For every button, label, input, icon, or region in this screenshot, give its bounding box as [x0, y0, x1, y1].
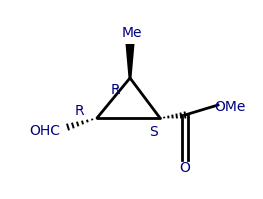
Text: S: S	[149, 125, 157, 139]
Polygon shape	[125, 44, 134, 78]
Text: Me: Me	[122, 26, 142, 40]
Text: R: R	[110, 83, 120, 97]
Text: O: O	[180, 161, 190, 175]
Text: OMe: OMe	[214, 100, 246, 114]
Text: OHC: OHC	[29, 124, 60, 138]
Text: R: R	[74, 104, 84, 118]
